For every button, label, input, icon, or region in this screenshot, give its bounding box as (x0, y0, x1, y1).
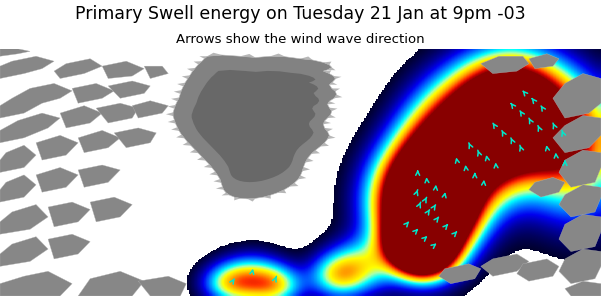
Polygon shape (0, 56, 54, 78)
Polygon shape (559, 150, 601, 187)
Polygon shape (553, 115, 601, 153)
Polygon shape (517, 259, 559, 281)
Polygon shape (328, 115, 336, 118)
Polygon shape (166, 112, 173, 116)
Polygon shape (559, 249, 601, 284)
Polygon shape (0, 271, 72, 296)
Polygon shape (323, 70, 331, 73)
Polygon shape (102, 61, 144, 78)
Polygon shape (263, 195, 271, 199)
Polygon shape (90, 197, 132, 222)
Text: Primary Swell energy on Tuesday 21 Jan at 9pm -03: Primary Swell energy on Tuesday 21 Jan a… (75, 5, 526, 23)
Polygon shape (481, 56, 529, 73)
Polygon shape (559, 185, 601, 217)
Polygon shape (329, 108, 338, 111)
Polygon shape (559, 214, 601, 252)
Polygon shape (334, 76, 341, 79)
Polygon shape (0, 49, 30, 56)
Polygon shape (187, 68, 195, 72)
Polygon shape (183, 142, 191, 146)
Polygon shape (207, 53, 222, 56)
Polygon shape (328, 101, 335, 104)
Polygon shape (302, 167, 310, 171)
Polygon shape (171, 97, 179, 101)
Polygon shape (209, 172, 218, 176)
Polygon shape (114, 128, 156, 148)
Polygon shape (329, 82, 337, 85)
Polygon shape (177, 83, 185, 86)
Polygon shape (270, 54, 285, 57)
Polygon shape (0, 237, 48, 266)
Polygon shape (78, 165, 120, 187)
Polygon shape (298, 176, 307, 179)
Polygon shape (48, 202, 90, 227)
Polygon shape (216, 186, 224, 190)
Polygon shape (72, 83, 114, 103)
Polygon shape (96, 103, 138, 123)
Polygon shape (481, 254, 529, 276)
Polygon shape (290, 183, 299, 186)
Polygon shape (0, 113, 60, 143)
Polygon shape (108, 81, 150, 98)
Polygon shape (529, 177, 565, 197)
Polygon shape (320, 143, 329, 147)
Polygon shape (240, 54, 255, 57)
Polygon shape (553, 73, 601, 118)
Polygon shape (311, 150, 320, 154)
Polygon shape (171, 127, 179, 131)
Polygon shape (565, 281, 601, 296)
Polygon shape (192, 70, 319, 182)
Polygon shape (332, 89, 340, 91)
Polygon shape (144, 66, 168, 78)
Polygon shape (36, 135, 78, 160)
Polygon shape (305, 158, 314, 163)
Polygon shape (197, 157, 206, 160)
Polygon shape (328, 67, 335, 70)
Polygon shape (234, 197, 240, 200)
Polygon shape (325, 128, 333, 132)
Polygon shape (168, 120, 175, 123)
Polygon shape (194, 61, 202, 65)
Polygon shape (300, 57, 313, 60)
Polygon shape (168, 105, 175, 109)
Polygon shape (439, 264, 481, 284)
Polygon shape (176, 135, 185, 138)
Polygon shape (190, 149, 198, 153)
Polygon shape (204, 164, 212, 168)
Polygon shape (138, 276, 186, 296)
Polygon shape (0, 175, 36, 202)
Text: Arrows show the wind wave direction: Arrows show the wind wave direction (176, 33, 425, 46)
Polygon shape (60, 106, 102, 128)
Polygon shape (328, 135, 335, 139)
Polygon shape (54, 59, 102, 78)
Polygon shape (78, 131, 120, 153)
Polygon shape (323, 62, 331, 65)
Polygon shape (36, 168, 78, 192)
Polygon shape (222, 193, 230, 195)
Polygon shape (529, 54, 559, 69)
Polygon shape (334, 94, 343, 98)
Polygon shape (174, 90, 182, 94)
Polygon shape (132, 101, 168, 118)
Polygon shape (0, 83, 72, 118)
Polygon shape (78, 271, 144, 296)
Polygon shape (0, 205, 48, 234)
Polygon shape (173, 55, 337, 199)
Polygon shape (323, 121, 331, 124)
Polygon shape (213, 179, 221, 183)
Polygon shape (200, 56, 207, 59)
Polygon shape (248, 198, 255, 202)
Polygon shape (0, 145, 36, 172)
Polygon shape (182, 75, 190, 79)
Polygon shape (48, 234, 90, 259)
Polygon shape (278, 190, 286, 193)
